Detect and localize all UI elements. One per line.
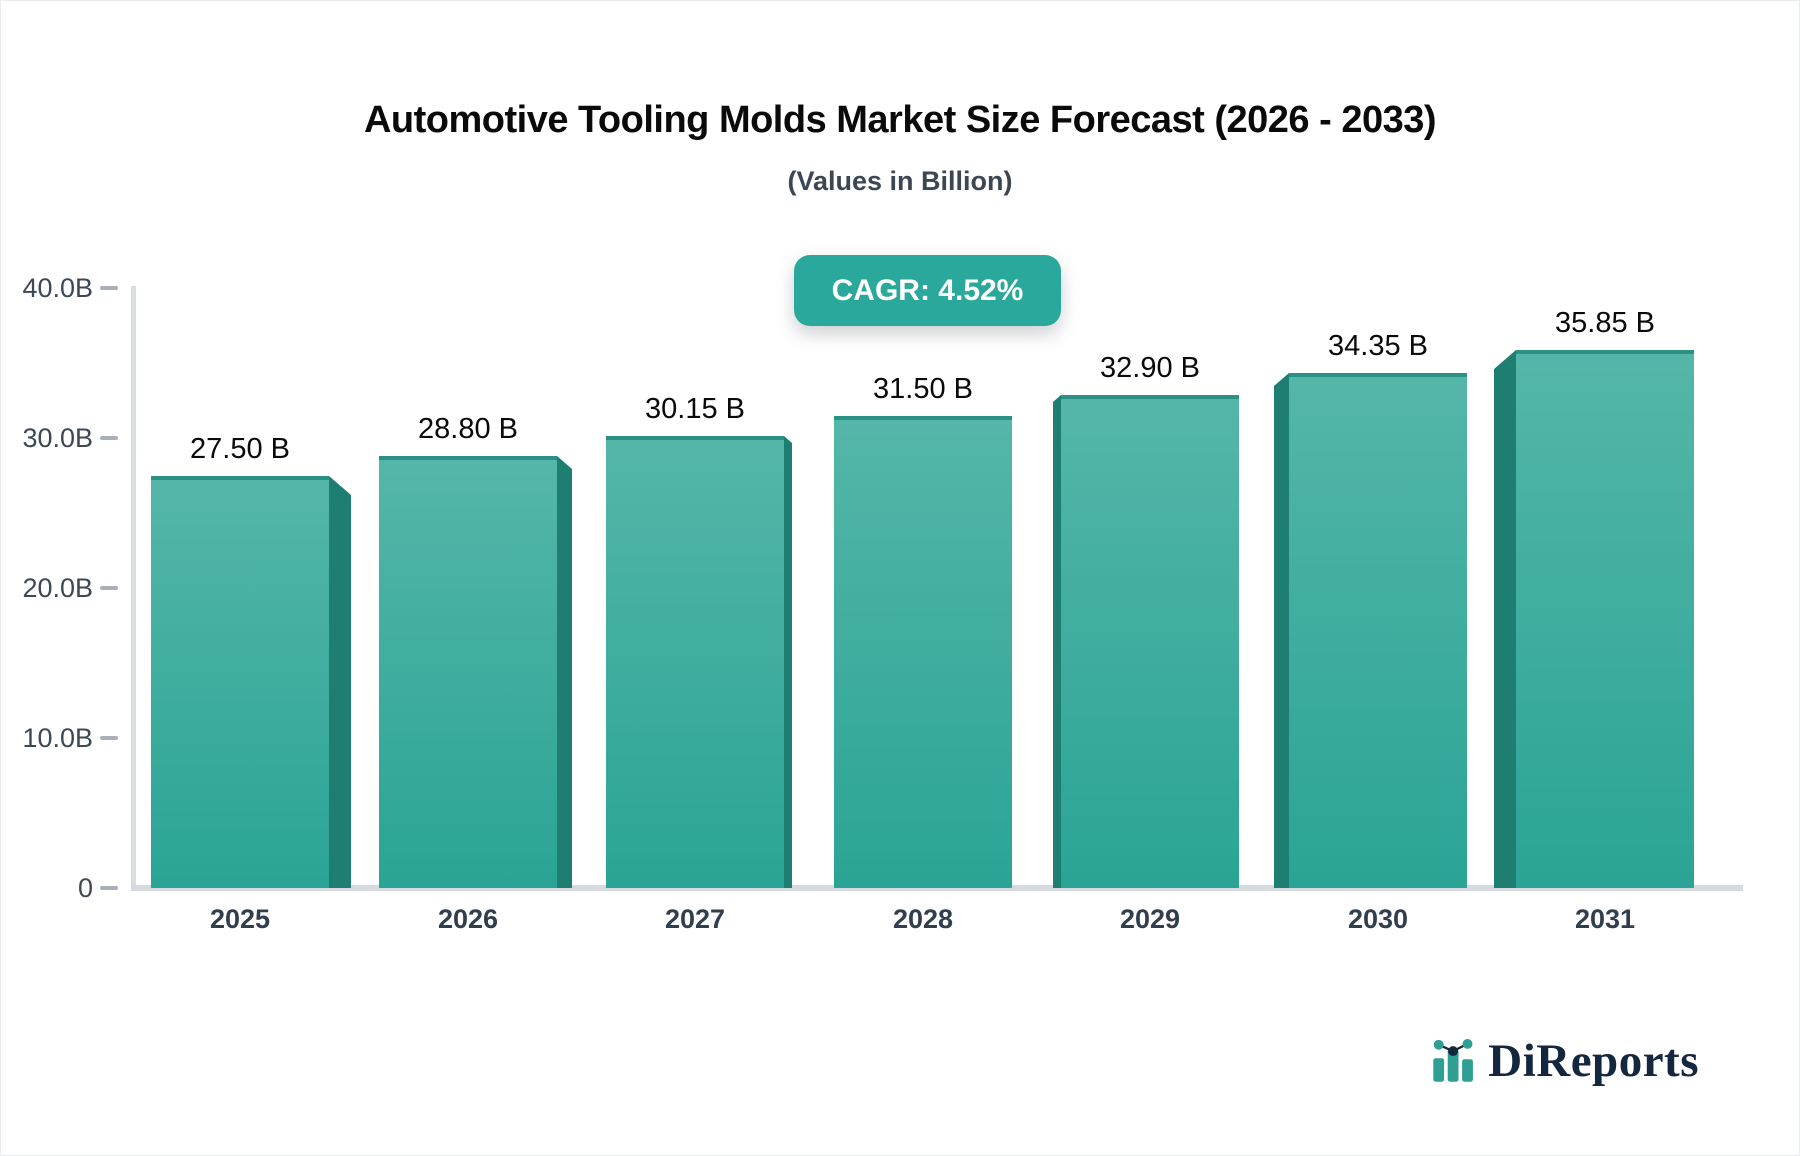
page-title: Automotive Tooling Molds Market Size For…: [363, 99, 1437, 141]
bar-value-label: 30.15 B: [645, 393, 745, 425]
bar-side-shadow: [557, 456, 572, 888]
y-axis-line: [131, 286, 136, 890]
x-tick-label: 2026: [437, 904, 499, 934]
y-tick-label: 40.0B: [22, 273, 93, 303]
y-tick-label: 20.0B: [22, 573, 93, 603]
x-tick-label: 2028: [892, 904, 954, 934]
bar-2028: [834, 416, 1012, 888]
logo-bar-chart-icon: [1433, 1038, 1474, 1082]
logo-text: DiReports: [1488, 1035, 1699, 1087]
bar-face: [1516, 350, 1694, 888]
bar-side-shadow: [1494, 350, 1516, 888]
bar-value-label: 34.35 B: [1328, 330, 1428, 362]
bar-face: [1289, 373, 1467, 888]
bar-side-shadow: [784, 436, 792, 888]
bar-value-label: 28.80 B: [418, 413, 518, 445]
bar-2030: [1274, 373, 1467, 888]
bar-2027: [606, 436, 792, 888]
y-tick-label: 10.0B: [22, 723, 93, 753]
bar-face: [151, 476, 329, 888]
bar-side-shadow: [329, 476, 351, 888]
bar-face: [379, 456, 557, 888]
y-tick-dash: [100, 436, 118, 440]
x-tick-label: 2029: [1119, 904, 1181, 934]
bar-face: [1061, 395, 1239, 888]
logo: DiReports: [1427, 1033, 1699, 1089]
bar-2025: [151, 476, 351, 888]
bar-value-label: 32.90 B: [1100, 352, 1200, 384]
bar-value-label: 27.50 B: [190, 433, 290, 465]
y-tick-dash: [100, 736, 118, 740]
y-tick-label: 30.0B: [22, 423, 93, 453]
x-tick-label: 2025: [209, 904, 271, 934]
bar-face: [606, 436, 784, 888]
y-tick-dash: [100, 886, 118, 890]
bar-value-label: 35.85 B: [1555, 307, 1655, 339]
bar-side-shadow: [1274, 373, 1289, 888]
x-tick-label: 2031: [1574, 904, 1636, 934]
x-axis-baseline: [131, 885, 1743, 891]
bar-face: [834, 416, 1012, 888]
x-tick-label: 2030: [1347, 904, 1409, 934]
bar-value-label: 31.50 B: [873, 373, 973, 405]
y-tick-label: 0: [77, 873, 93, 903]
cagr-badge-label: CAGR: 4.52%: [831, 273, 1024, 307]
cagr-badge: CAGR: 4.52%: [794, 255, 1061, 326]
bar-side-shadow: [1053, 395, 1061, 888]
x-tick-label: 2027: [664, 904, 726, 934]
y-tick-dash: [100, 286, 118, 290]
y-tick-dash: [100, 586, 118, 590]
bar-2031: [1494, 350, 1694, 888]
bar-2029: [1053, 395, 1239, 888]
page-subtitle: (Values in Billion): [787, 166, 1013, 196]
bar-2026: [379, 456, 572, 888]
